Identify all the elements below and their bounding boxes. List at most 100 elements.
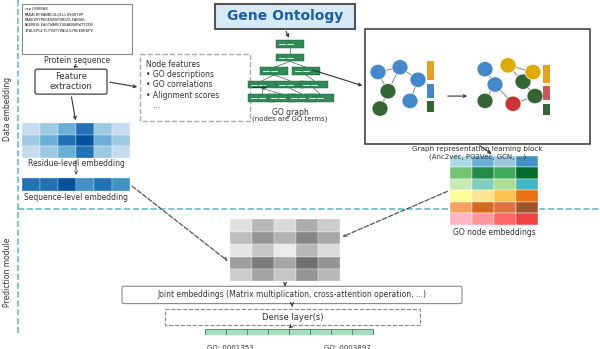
Bar xyxy=(472,213,494,225)
Text: GO graph: GO graph xyxy=(272,107,308,117)
Bar xyxy=(230,244,252,257)
Bar xyxy=(296,244,318,257)
Bar xyxy=(288,94,316,102)
Bar xyxy=(94,146,112,157)
Text: Node features
• GO descriptions
• GO correlations
• Alignment scores
   ...: Node features • GO descriptions • GO cor… xyxy=(146,60,219,110)
Bar xyxy=(472,156,494,167)
Circle shape xyxy=(515,74,531,89)
Bar xyxy=(352,328,373,342)
Text: (Anc2vec, PO2Vec, GCN, ...): (Anc2vec, PO2Vec, GCN, ...) xyxy=(429,154,526,160)
Bar xyxy=(296,257,318,269)
Bar xyxy=(252,269,274,282)
Text: Residue-level embedding: Residue-level embedding xyxy=(28,159,124,169)
Circle shape xyxy=(500,58,516,73)
Bar xyxy=(318,244,340,257)
Text: Protein sequence: Protein sequence xyxy=(44,56,110,65)
Circle shape xyxy=(525,64,541,80)
Bar xyxy=(268,328,289,342)
Bar xyxy=(22,146,40,157)
Text: GO: 0003897: GO: 0003897 xyxy=(324,345,371,349)
Bar xyxy=(112,178,130,191)
Bar xyxy=(450,156,472,167)
Bar xyxy=(365,29,590,144)
Circle shape xyxy=(392,60,408,75)
Bar xyxy=(494,156,516,167)
Bar xyxy=(300,81,328,88)
Bar xyxy=(516,156,538,167)
Bar xyxy=(40,178,58,191)
Bar xyxy=(450,190,472,202)
Bar xyxy=(58,146,76,157)
Bar xyxy=(140,54,250,121)
Bar xyxy=(318,269,340,282)
FancyBboxPatch shape xyxy=(35,69,107,94)
Bar xyxy=(289,328,310,342)
Text: ...    ...    ...    ...    ...: ... ... ... ... ... xyxy=(254,345,324,349)
Circle shape xyxy=(527,88,543,104)
Text: GO: 0001353: GO: 0001353 xyxy=(207,345,254,349)
Circle shape xyxy=(402,93,418,109)
Bar xyxy=(494,179,516,190)
Circle shape xyxy=(410,72,426,88)
Bar xyxy=(516,179,538,190)
Bar xyxy=(252,244,274,257)
Bar xyxy=(76,123,94,134)
Text: Sequence-level embedding: Sequence-level embedding xyxy=(24,193,128,202)
Circle shape xyxy=(370,64,386,80)
Bar xyxy=(450,213,472,225)
Text: Prediction module: Prediction module xyxy=(4,237,13,306)
Bar xyxy=(296,269,318,282)
Bar xyxy=(230,219,252,231)
Bar xyxy=(230,269,252,282)
Bar xyxy=(306,94,334,102)
Bar xyxy=(252,257,274,269)
Bar xyxy=(94,123,112,134)
Bar xyxy=(252,231,274,244)
Bar xyxy=(230,257,252,269)
FancyBboxPatch shape xyxy=(122,286,462,304)
Bar xyxy=(76,134,94,146)
Circle shape xyxy=(477,93,493,109)
Circle shape xyxy=(372,101,388,116)
Bar xyxy=(247,328,268,342)
Bar xyxy=(292,67,320,75)
Bar xyxy=(516,213,538,225)
Bar xyxy=(427,101,434,112)
Bar xyxy=(274,219,296,231)
Circle shape xyxy=(487,77,503,92)
Bar xyxy=(494,213,516,225)
Bar xyxy=(276,40,304,48)
Bar xyxy=(40,123,58,134)
Bar xyxy=(310,328,331,342)
Bar xyxy=(543,87,550,100)
Bar xyxy=(543,65,550,83)
Bar xyxy=(296,219,318,231)
Bar xyxy=(318,231,340,244)
Circle shape xyxy=(380,83,396,99)
Text: Dense layer(s): Dense layer(s) xyxy=(262,313,323,321)
Bar xyxy=(516,202,538,213)
Bar xyxy=(94,178,112,191)
Bar xyxy=(472,167,494,179)
Bar xyxy=(226,328,247,342)
Bar xyxy=(165,309,420,325)
Circle shape xyxy=(505,96,521,111)
Bar xyxy=(94,134,112,146)
Bar xyxy=(248,81,276,88)
Bar xyxy=(76,146,94,157)
Bar xyxy=(260,67,288,75)
Bar xyxy=(296,231,318,244)
Bar xyxy=(494,167,516,179)
Bar xyxy=(450,179,472,190)
Bar xyxy=(22,4,132,54)
Bar xyxy=(76,178,94,191)
Text: Feature
extraction: Feature extraction xyxy=(50,72,92,91)
Bar xyxy=(22,178,40,191)
Bar xyxy=(472,190,494,202)
Bar xyxy=(205,328,226,342)
Text: Data embedding: Data embedding xyxy=(4,76,13,141)
Bar xyxy=(268,94,296,102)
Bar xyxy=(112,134,130,146)
Bar xyxy=(494,202,516,213)
Text: Joint embeddings (Matrix multiplication, cross-attention operation, ...): Joint embeddings (Matrix multiplication,… xyxy=(157,290,427,299)
